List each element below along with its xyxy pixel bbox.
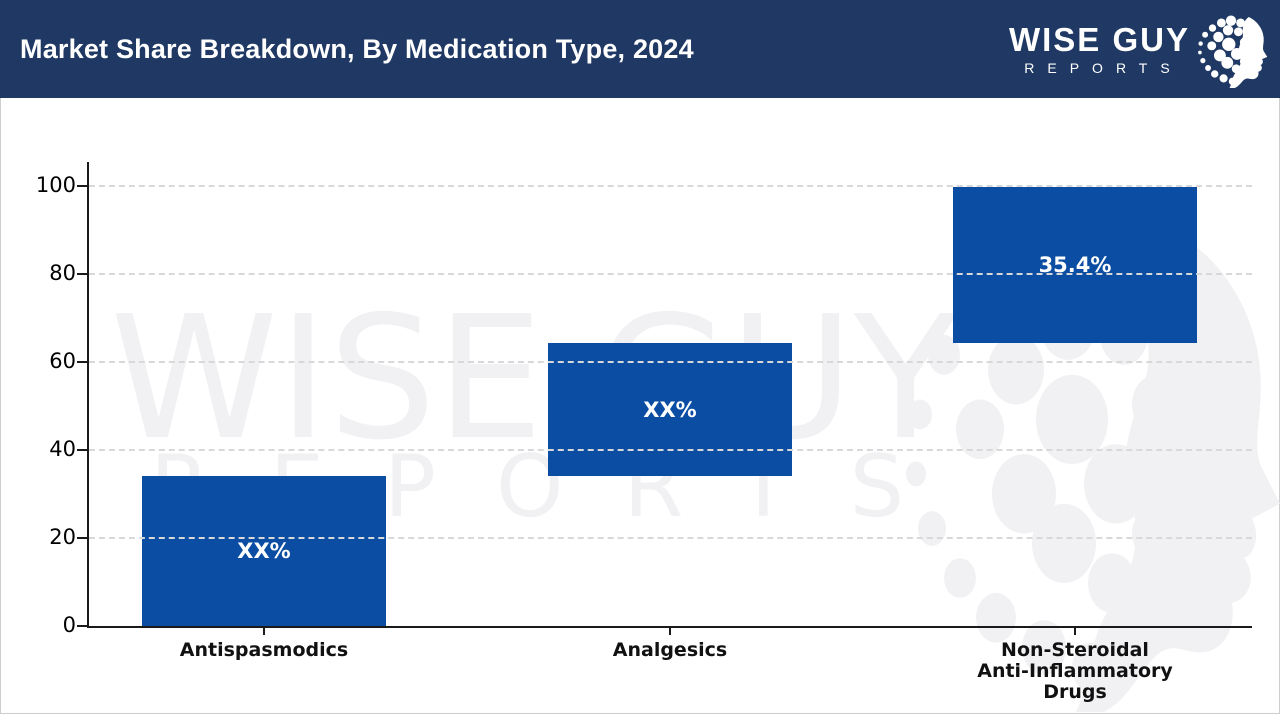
bar-antispasmodics: [142, 476, 386, 626]
y-axis-tick: [77, 625, 88, 627]
wiseguy-logo: WISE GUY REPORTS: [1008, 4, 1270, 94]
bar-value-label: 35.4%: [1038, 252, 1112, 277]
x-axis-tick: [669, 628, 671, 635]
header: Market Share Breakdown, By Medication Ty…: [0, 0, 1280, 98]
watermark-text-wiseguy: WISE GUY: [110, 280, 958, 478]
y-axis-line: [87, 162, 89, 628]
y-axis-tick: [77, 449, 88, 451]
x-axis-category-label: Non-Steroidal Anti-Inflammatory Drugs: [977, 639, 1173, 703]
logo-wordmark: WISE GUY REPORTS: [1008, 21, 1190, 77]
y-axis-tick-label: 100: [35, 173, 76, 197]
gridline-20: [89, 537, 1252, 539]
y-axis-tick: [77, 273, 88, 275]
bar-value-label: XX%: [643, 397, 697, 422]
x-axis-tick: [263, 628, 265, 635]
y-axis-tick: [77, 537, 88, 539]
y-axis-tick: [77, 361, 88, 363]
logo-head-icon: [1198, 15, 1268, 89]
y-axis-tick-label: 0: [62, 613, 76, 637]
y-axis-tick-label: 80: [49, 261, 76, 285]
bar-non-steroidal-anti-inflammatory-drugs: [953, 186, 1197, 343]
y-axis-tick-label: 60: [49, 349, 76, 373]
x-axis-tick: [1074, 628, 1076, 635]
logo-wordmark-line2: REPORTS: [1024, 60, 1183, 76]
y-axis-tick: [77, 185, 88, 187]
logo-wordmark-line1: WISE GUY: [1008, 21, 1190, 58]
x-axis-line: [87, 626, 1252, 628]
bar-analgesics: [548, 342, 792, 477]
gridline-60: [89, 361, 1252, 363]
y-axis-tick-label: 20: [49, 525, 76, 549]
gridline-100: [89, 185, 1252, 187]
x-axis-category-label: Analgesics: [612, 639, 728, 661]
gridline-40: [89, 449, 1252, 451]
x-axis-category-label: Antispasmodics: [179, 639, 349, 661]
bar-value-label: XX%: [237, 539, 291, 564]
page-title: Market Share Breakdown, By Medication Ty…: [20, 34, 694, 64]
y-axis-tick-label: 40: [49, 437, 76, 461]
gridline-80: [89, 273, 1252, 275]
